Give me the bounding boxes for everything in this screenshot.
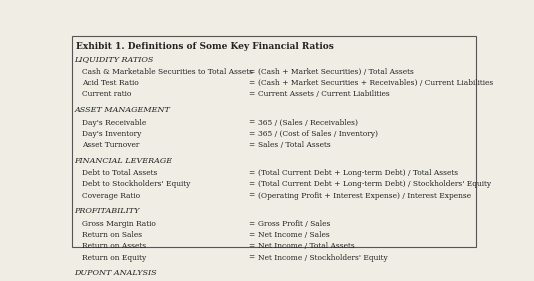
Text: Net Income / Sales: Net Income / Sales	[258, 231, 329, 239]
Text: (Operating Profit + Interest Expense) / Interest Expense: (Operating Profit + Interest Expense) / …	[258, 192, 471, 200]
FancyBboxPatch shape	[72, 36, 476, 248]
Text: =: =	[248, 141, 254, 149]
Text: Return on Assets: Return on Assets	[82, 242, 147, 250]
Text: (Cash + Market Securities + Receivables) / Current Liabilities: (Cash + Market Securities + Receivables)…	[258, 79, 493, 87]
Text: Day's Inventory: Day's Inventory	[82, 130, 142, 138]
Text: (Total Current Debt + Long-term Debt) / Stockholders' Equity: (Total Current Debt + Long-term Debt) / …	[258, 180, 491, 189]
Text: =: =	[248, 90, 254, 98]
Text: LIQUIDITY RATIOS: LIQUIDITY RATIOS	[74, 55, 154, 63]
Text: ASSET MANAGEMENT: ASSET MANAGEMENT	[74, 106, 170, 114]
Text: =: =	[248, 119, 254, 126]
Text: =: =	[248, 242, 254, 250]
Text: Gross Margin Ratio: Gross Margin Ratio	[82, 220, 156, 228]
Text: =: =	[248, 68, 254, 76]
Text: Acid Test Ratio: Acid Test Ratio	[82, 79, 139, 87]
Text: =: =	[248, 231, 254, 239]
Text: (Cash + Market Securities) / Total Assets: (Cash + Market Securities) / Total Asset…	[258, 68, 414, 76]
Text: Debt to Stockholders' Equity: Debt to Stockholders' Equity	[82, 180, 191, 189]
Text: 365 / (Sales / Receivables): 365 / (Sales / Receivables)	[258, 119, 358, 126]
Text: Return on Sales: Return on Sales	[82, 231, 143, 239]
Text: Sales / Total Assets: Sales / Total Assets	[258, 141, 331, 149]
Text: Return on Equity: Return on Equity	[82, 253, 147, 262]
Text: Day's Receivable: Day's Receivable	[82, 119, 147, 126]
Text: =: =	[248, 192, 254, 200]
Text: =: =	[248, 253, 254, 262]
Text: =: =	[248, 169, 254, 177]
Text: Debt to Total Assets: Debt to Total Assets	[82, 169, 158, 177]
Text: Net Income / Stockholders' Equity: Net Income / Stockholders' Equity	[258, 253, 388, 262]
Text: PROFITABILITY: PROFITABILITY	[74, 207, 139, 215]
Text: FINANCIAL LEVERAGE: FINANCIAL LEVERAGE	[74, 157, 172, 165]
Text: =: =	[248, 79, 254, 87]
Text: 365 / (Cost of Sales / Inventory): 365 / (Cost of Sales / Inventory)	[258, 130, 378, 138]
Text: Gross Profit / Sales: Gross Profit / Sales	[258, 220, 331, 228]
Text: Net Income / Total Assets: Net Income / Total Assets	[258, 242, 355, 250]
Text: =: =	[248, 180, 254, 189]
Text: Exhibit 1. Definitions of Some Key Financial Ratios: Exhibit 1. Definitions of Some Key Finan…	[76, 42, 334, 51]
Text: DUPONT ANALYSIS: DUPONT ANALYSIS	[74, 269, 157, 277]
Text: Asset Turnover: Asset Turnover	[82, 141, 140, 149]
Text: Current Assets / Current Liabilities: Current Assets / Current Liabilities	[258, 90, 390, 98]
Text: Current ratio: Current ratio	[82, 90, 132, 98]
Text: =: =	[248, 130, 254, 138]
Text: (Total Current Debt + Long-term Debt) / Total Assets: (Total Current Debt + Long-term Debt) / …	[258, 169, 458, 177]
Text: Cash & Marketable Securities to Total Assets: Cash & Marketable Securities to Total As…	[82, 68, 254, 76]
Text: Coverage Ratio: Coverage Ratio	[82, 192, 140, 200]
Text: =: =	[248, 220, 254, 228]
